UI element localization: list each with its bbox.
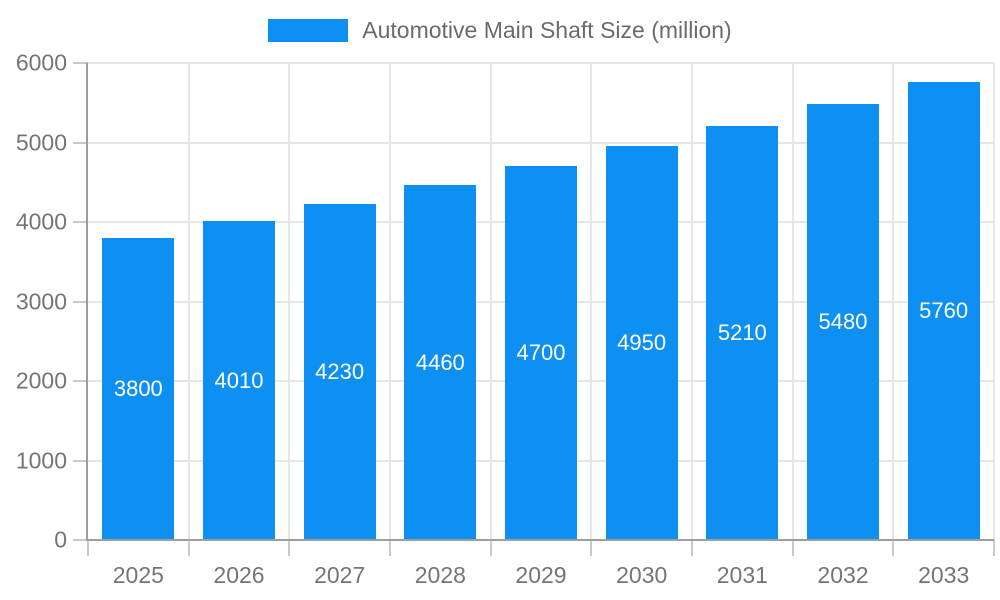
legend-label: Automotive Main Shaft Size (million) bbox=[362, 17, 732, 43]
y-axis-tick bbox=[73, 221, 88, 223]
plot-area: 0 1000 2000 3000 4000 5000 6000 2025 2026 2027 202… bbox=[16, 51, 995, 587]
gridline-horizontal bbox=[88, 141, 994, 144]
x-axis-tick bbox=[590, 540, 593, 556]
gridline-vertical bbox=[590, 63, 593, 540]
x-axis-tick-label: 2025 bbox=[112, 562, 164, 588]
bar[interactable] bbox=[203, 221, 275, 540]
bar-value-label: 4010 bbox=[214, 367, 264, 393]
bar[interactable] bbox=[505, 166, 577, 540]
y-axis-tick-label: 4000 bbox=[15, 208, 67, 235]
bar-value-label: 5480 bbox=[818, 309, 868, 335]
x-axis-tick bbox=[389, 540, 391, 556]
x-axis-tick bbox=[892, 540, 895, 556]
x-axis-tick bbox=[791, 540, 794, 556]
bar[interactable] bbox=[807, 104, 879, 540]
gridline-vertical bbox=[993, 63, 995, 540]
gridline-vertical bbox=[791, 63, 794, 540]
x-axis-tick-label: 2032 bbox=[817, 562, 869, 588]
bar[interactable] bbox=[605, 146, 678, 540]
y-axis-tick-label: 6000 bbox=[15, 49, 67, 76]
y-axis-line bbox=[86, 63, 88, 540]
y-axis-tick bbox=[73, 62, 88, 64]
bar-value-label: 4700 bbox=[516, 340, 566, 366]
bar-value-label: 4460 bbox=[415, 349, 465, 375]
y-axis-tick bbox=[73, 141, 88, 144]
legend[interactable]: Automotive Main Shaft Size (million) bbox=[0, 17, 1000, 44]
x-axis-tick bbox=[691, 540, 693, 556]
x-axis-tick-label: 2029 bbox=[515, 562, 567, 588]
bar-value-label: 3800 bbox=[113, 375, 163, 401]
x-axis-tick-label: 2033 bbox=[918, 562, 970, 588]
x-axis-tick bbox=[993, 540, 995, 556]
legend-swatch-icon bbox=[268, 19, 349, 42]
y-axis-tick bbox=[73, 300, 88, 303]
bar-value-label: 4230 bbox=[315, 358, 365, 384]
x-axis-tick-label: 2028 bbox=[414, 562, 466, 588]
gridline-vertical bbox=[489, 63, 492, 540]
x-axis-line bbox=[86, 539, 994, 541]
gridline-vertical bbox=[288, 63, 291, 540]
gridline-horizontal bbox=[88, 62, 994, 64]
y-axis-tick-label: 0 bbox=[54, 526, 67, 553]
gridline-vertical bbox=[691, 63, 693, 540]
bar[interactable] bbox=[907, 82, 980, 540]
x-axis-tick-label: 2031 bbox=[716, 562, 768, 588]
gridline-vertical bbox=[892, 63, 895, 540]
gridline-vertical bbox=[187, 63, 190, 540]
y-axis-tick-label: 5000 bbox=[15, 129, 67, 155]
bar-value-label: 5760 bbox=[919, 298, 969, 324]
y-axis-tick-label: 1000 bbox=[15, 447, 67, 473]
bar-value-label: 5210 bbox=[717, 319, 767, 345]
bar-value-label: 4950 bbox=[617, 330, 667, 356]
y-axis-tick bbox=[73, 459, 88, 462]
bar[interactable] bbox=[706, 125, 779, 540]
x-axis-tick bbox=[288, 540, 291, 556]
gridline-vertical bbox=[389, 63, 391, 540]
y-axis-tick-label: 2000 bbox=[15, 367, 67, 394]
bar[interactable] bbox=[102, 237, 175, 540]
x-axis-tick bbox=[489, 540, 492, 556]
y-axis-tick bbox=[73, 539, 88, 541]
bar[interactable] bbox=[303, 203, 376, 540]
bar[interactable] bbox=[404, 185, 477, 540]
x-axis-tick-label: 2030 bbox=[616, 562, 668, 588]
x-axis-tick-label: 2026 bbox=[213, 562, 265, 588]
y-axis-tick bbox=[73, 380, 88, 382]
x-axis-tick-label: 2027 bbox=[314, 562, 366, 588]
x-axis-tick bbox=[187, 540, 190, 556]
x-axis-tick bbox=[87, 540, 89, 556]
y-axis-tick-label: 3000 bbox=[15, 288, 67, 314]
